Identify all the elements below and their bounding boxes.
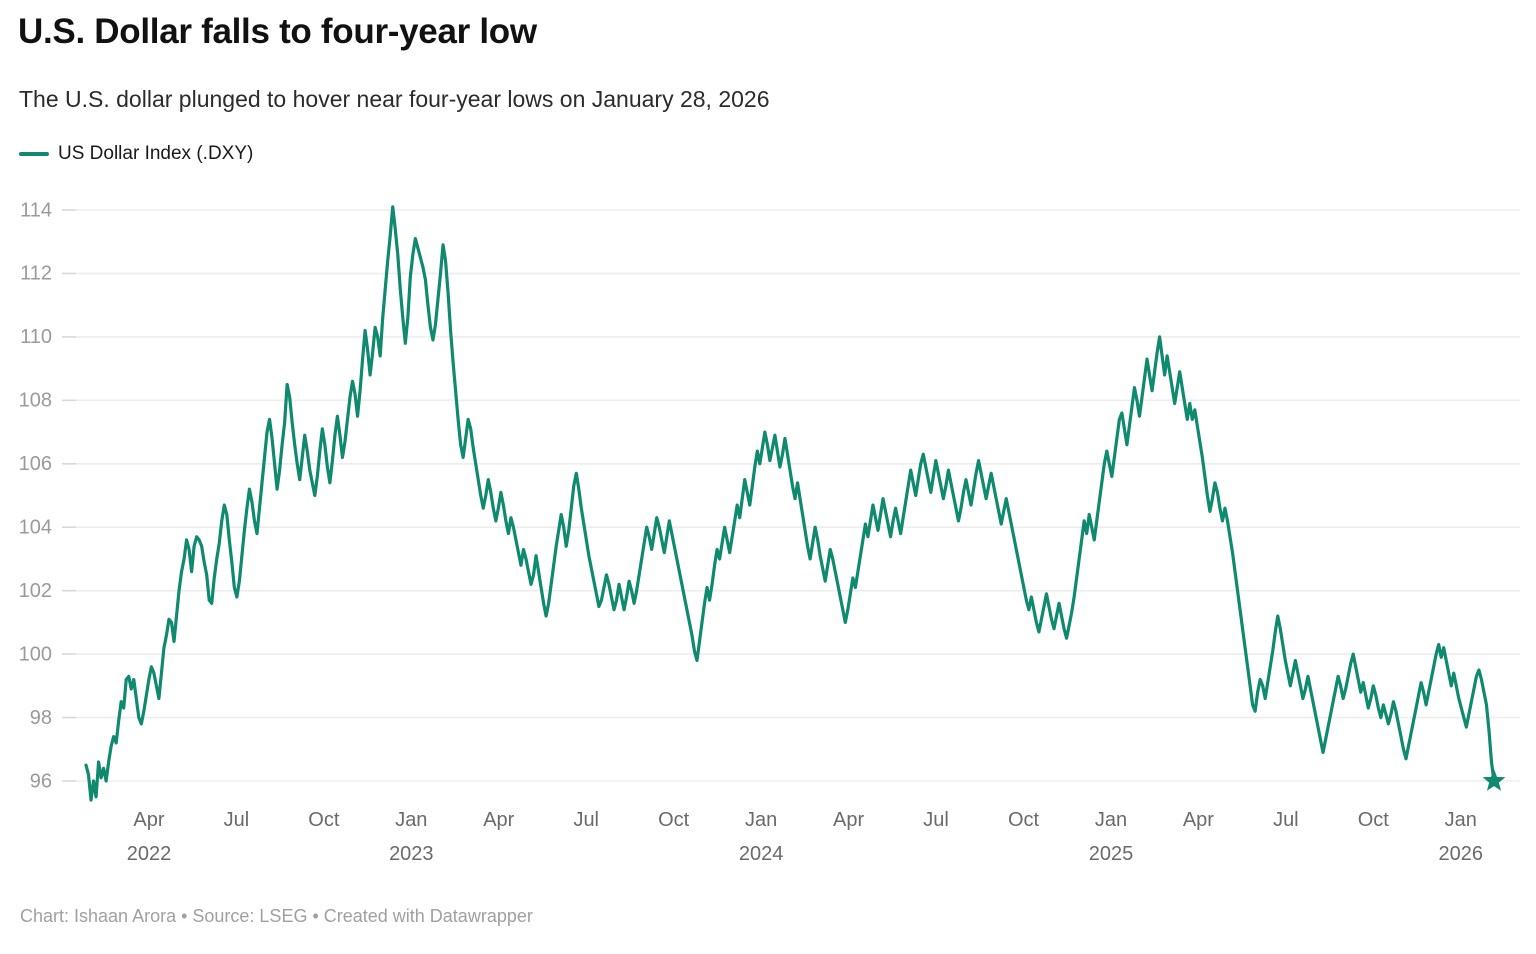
x-tick-label-month: Apr bbox=[133, 809, 164, 831]
line-chart-svg: 96 98 100 102 104 106 108 110 112 114 Apr 2022 Jul O… bbox=[19, 199, 1520, 865]
y-tick-label: 114 bbox=[20, 199, 52, 221]
x-axis-ticks-group: Apr 2022 Jul Oct Jan 2023 Apr Jul Oct Jan 2024 Apr J… bbox=[127, 809, 1483, 865]
y-tick-label: 100 bbox=[19, 643, 52, 665]
x-tick-label-month: Jan bbox=[1095, 809, 1127, 831]
y-tick-label: 96 bbox=[30, 770, 52, 792]
x-tick-label-month: Oct bbox=[1358, 809, 1390, 831]
x-tick-label-month: Jul bbox=[923, 809, 949, 831]
y-tick-label: 110 bbox=[20, 326, 52, 348]
end-point-star-icon bbox=[1482, 769, 1506, 791]
y-tick-label: 104 bbox=[19, 517, 52, 539]
page-title: U.S. Dollar falls to four-year low bbox=[18, 12, 537, 51]
chart-plot-area: 96 98 100 102 104 106 108 110 112 114 Apr 2022 Jul O… bbox=[0, 180, 1536, 880]
x-tick-label-year: 2024 bbox=[739, 843, 784, 865]
x-tick-label-month: Apr bbox=[483, 809, 514, 831]
y-tick-label: 98 bbox=[30, 707, 52, 729]
x-tick-label-month: Apr bbox=[833, 809, 864, 831]
x-tick-label-year: 2023 bbox=[389, 843, 434, 865]
x-tick-label-month: Jul bbox=[573, 809, 599, 831]
x-tick-label-month: Oct bbox=[658, 809, 690, 831]
legend-item-label: US Dollar Index (.DXY) bbox=[58, 143, 254, 164]
chart-legend: US Dollar Index (.DXY) bbox=[19, 143, 253, 165]
x-tick-label-month: Jul bbox=[224, 809, 250, 831]
x-tick-label-year: 2025 bbox=[1089, 843, 1134, 865]
series-line bbox=[84, 205, 1496, 802]
x-tick-label-year: 2022 bbox=[127, 843, 172, 865]
x-tick-label-year: 2026 bbox=[1439, 843, 1484, 865]
x-tick-label-month: Oct bbox=[308, 809, 340, 831]
legend-color-swatch bbox=[19, 152, 49, 156]
y-axis-ticks-group: 96 98 100 102 104 106 108 110 112 114 bbox=[19, 199, 76, 792]
y-tick-label: 102 bbox=[19, 580, 52, 602]
x-tick-label-month: Jan bbox=[1445, 809, 1477, 831]
x-tick-label-month: Oct bbox=[1008, 809, 1040, 831]
end-marker-group bbox=[1482, 769, 1506, 791]
x-tick-label-month: Jan bbox=[745, 809, 777, 831]
gridlines-group bbox=[76, 209, 1520, 782]
data-series-group bbox=[84, 205, 1496, 802]
y-tick-label: 108 bbox=[19, 390, 52, 412]
y-tick-label: 112 bbox=[20, 263, 52, 285]
x-tick-label-month: Jan bbox=[395, 809, 427, 831]
chart-subtitle: The U.S. dollar plunged to hover near fo… bbox=[19, 86, 770, 112]
x-tick-label-month: Apr bbox=[1183, 809, 1214, 831]
y-tick-label: 106 bbox=[19, 453, 52, 475]
x-tick-label-month: Jul bbox=[1273, 809, 1299, 831]
chart-credit: Chart: Ishaan Arora • Source: LSEG • Cre… bbox=[20, 906, 533, 926]
